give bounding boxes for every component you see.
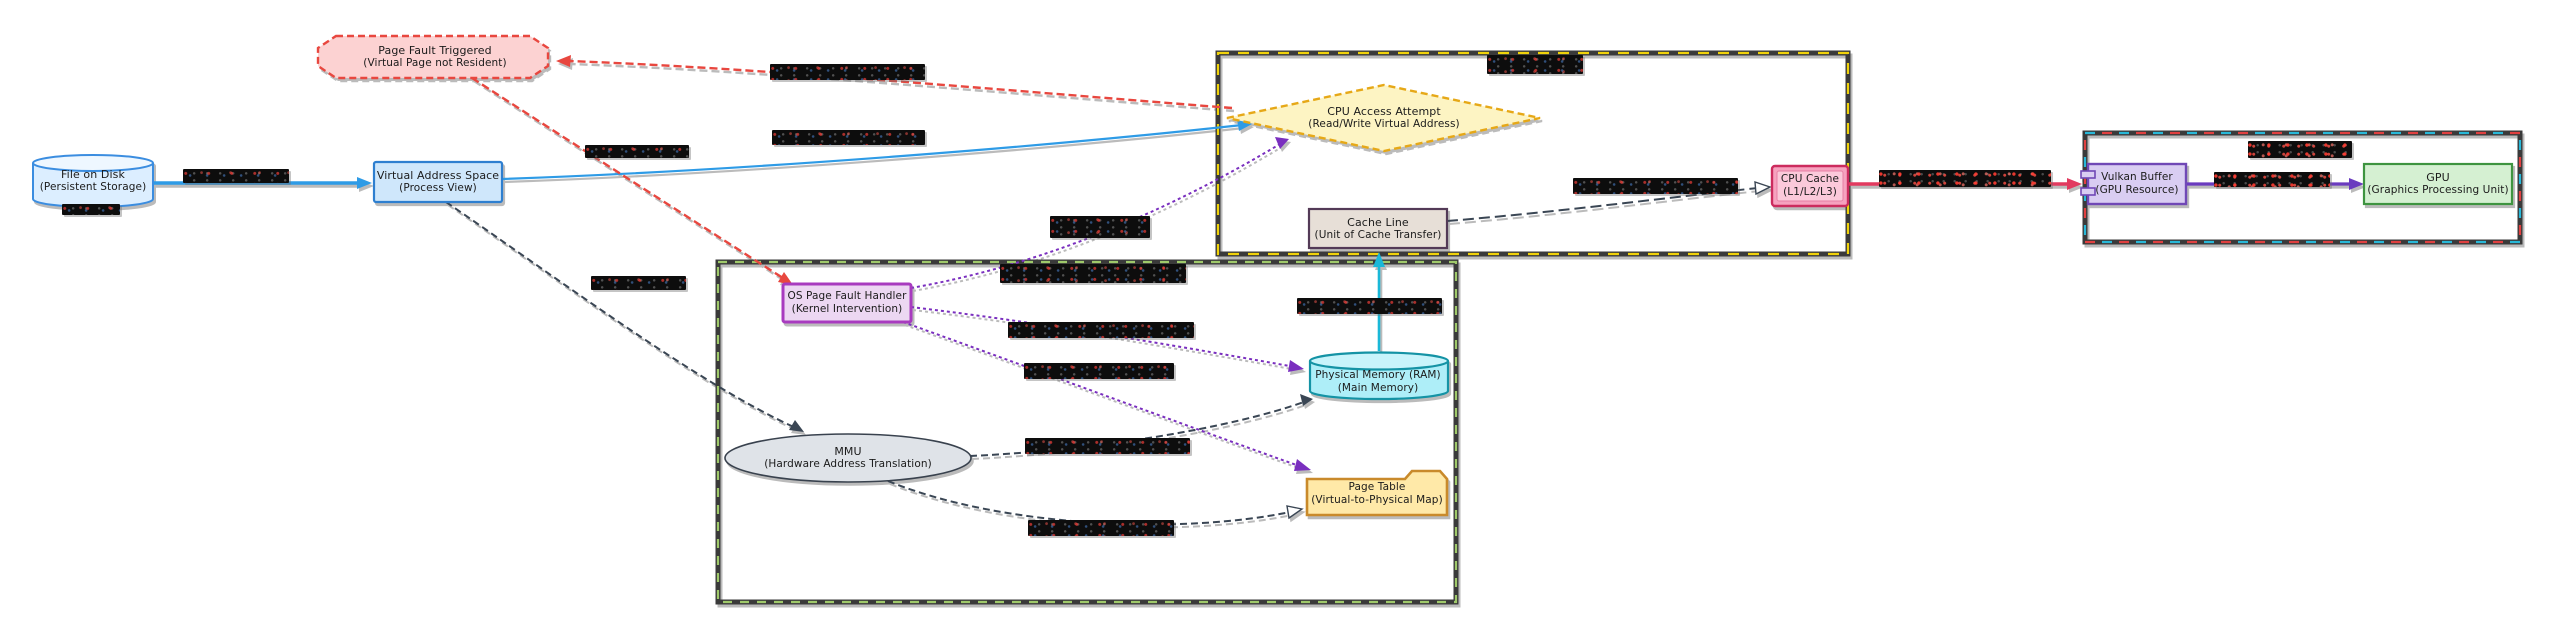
node-cpu-access-attempt: CPU Access Attempt (Read/Write Virtual A… <box>1257 96 1511 140</box>
node-cache-line: Cache Line (Unit of Cache Transfer) <box>1309 209 1447 248</box>
garbled-cluster-label-cpu-data-path <box>1487 55 1583 74</box>
garbled-edge-label-cpucache-to-vulkan <box>1879 170 2051 187</box>
node-label: File on Disk <box>61 168 125 182</box>
node-label: Virtual Address Space <box>376 169 500 183</box>
node-shape-gpu-box <box>2362 162 2514 206</box>
edge-vas-to-mmu <box>445 201 797 429</box>
node-file-on-disk: File on Disk (Persistent Storage) <box>30 160 156 202</box>
node-sublabel: (Persistent Storage) <box>39 181 147 194</box>
node-label: OS Page Fault Handler <box>787 290 907 303</box>
node-virtual-address-space: Virtual Address Space (Process View) <box>374 162 502 202</box>
arrowhead-cpu-access-purple <box>1275 137 1289 149</box>
node-sublabel: (Hardware Address Translation) <box>764 458 932 471</box>
garbled-edge-label-vas-to-cpu-2 <box>772 130 925 145</box>
node-label: CPU Access Attempt <box>1327 105 1441 119</box>
edge-mmu-to-pagetable <box>887 480 1291 526</box>
node-sublabel: (Graphics Processing Unit) <box>2367 184 2509 197</box>
arrowhead-gpu <box>2349 178 2364 190</box>
garbled-edge-label-vas-to-mmu <box>591 276 686 290</box>
node-shape-vulkan-buffer-component <box>2080 162 2188 206</box>
cluster-memory-management <box>715 259 1459 605</box>
garbled-edge-label-cpu-to-pagefault <box>770 64 925 80</box>
node-shape-physical-memory-cylinder <box>1308 351 1450 401</box>
arrowhead-physmem-dark <box>1300 394 1313 406</box>
node-label: CPU Cache <box>1780 173 1840 186</box>
node-label: Page Fault Triggered <box>378 44 492 58</box>
cluster-cpu-data-path <box>1215 50 1851 257</box>
node-label: Page Table <box>1348 481 1406 494</box>
garbled-edge-label-mmu-to-pagetable <box>1028 520 1174 536</box>
garbled-xlabel-file-on-disk <box>62 204 120 215</box>
arrowhead-pagetable-empty <box>1286 505 1304 520</box>
node-physical-memory: Physical Memory (RAM) (Main Memory) <box>1308 363 1448 401</box>
node-page-fault-triggered: Page Fault Triggered (Virtual Page not R… <box>322 36 548 78</box>
garbled-edge-label-cacheline-to-cpucache <box>1573 178 1738 194</box>
arrowhead-vulkan <box>2067 178 2082 190</box>
arrowhead-page-fault <box>556 55 571 67</box>
garbled-edge-label-physmem-to-cacheline <box>1297 298 1442 314</box>
node-shape-os-handler-box <box>781 282 913 324</box>
garbled-cluster-label-gpu-subsystem <box>2248 141 2352 158</box>
garbled-edge-label-vulkan-to-gpu <box>2214 172 2330 187</box>
node-shape-cpu-cache-box3d <box>1770 164 1850 208</box>
garbled-edge-label-disk-to-vas <box>183 169 289 183</box>
node-sublabel: (Unit of Cache Transfer) <box>1314 228 1442 241</box>
arrowhead-cacheline <box>1373 252 1385 267</box>
edge-page-fault-to-handler <box>471 76 787 282</box>
node-gpu: GPU (Graphics Processing Unit) <box>2364 164 2512 204</box>
node-shape-page-fault-octagon <box>316 34 550 80</box>
garbled-cluster-label-memory-management <box>1000 264 1186 283</box>
node-sublabel: (Main Memory) <box>1337 382 1419 394</box>
node-label: GPU <box>2426 171 2450 185</box>
node-label: Vulkan Buffer <box>2101 171 2173 184</box>
edge-mmu-to-physmem <box>969 401 1305 457</box>
arrowhead-cpu-access-blue <box>1237 119 1252 131</box>
arrowhead-cpucache-empty <box>1754 181 1772 196</box>
arrowhead-handler <box>778 272 793 285</box>
edge-cpu-access-to-page-fault <box>567 59 1233 110</box>
node-sublabel: (Virtual Page not Resident) <box>363 57 507 70</box>
node-label: Cache Line <box>1347 215 1409 229</box>
node-sublabel: (GPU Resource) <box>2095 184 2179 196</box>
node-sublabel: (Process View) <box>399 182 477 195</box>
arrowhead-pagetable-purple <box>1294 459 1311 471</box>
node-shape-page-table-folder <box>1305 469 1449 517</box>
edge-handler-to-pagetable <box>902 321 1303 468</box>
garbled-edge-label-handler-to-pagetable <box>1024 363 1174 379</box>
node-sublabel: (L1/L2/L3) <box>1783 186 1837 198</box>
node-shape-mmu-ellipse <box>724 433 972 483</box>
node-cpu-cache: CPU Cache (L1/L2/L3) <box>1770 166 1850 206</box>
node-sublabel: (Kernel Intervention) <box>791 303 903 315</box>
edge-vas-to-cpu-access <box>501 123 1243 181</box>
garbled-edge-label-handler-to-physmem <box>1008 322 1194 338</box>
node-shape-virtual-address-space-box <box>372 160 504 204</box>
node-sublabel: (Virtual-to-Physical Map) <box>1311 494 1443 506</box>
node-label: MMU <box>834 445 862 459</box>
node-page-table: Page Table (Virtual-to-Physical Map) <box>1307 475 1447 513</box>
arrowhead-physmem-purple <box>1288 360 1304 372</box>
node-vulkan-buffer: Vulkan Buffer (GPU Resource) <box>2088 164 2186 204</box>
arrowhead-mmu <box>789 420 804 432</box>
edge-handler-to-cpu-access <box>910 143 1281 289</box>
node-shape-cache-line-box <box>1307 207 1449 250</box>
node-os-page-fault-handler: OS Page Fault Handler (Kernel Interventi… <box>781 284 913 322</box>
node-shape-cpu-access-diamond <box>1226 83 1541 153</box>
node-sublabel: (Read/Write Virtual Address) <box>1308 118 1460 131</box>
node-mmu: MMU (Hardware Address Translation) <box>725 436 971 480</box>
garbled-edge-label-handler-to-cpu <box>1050 216 1150 238</box>
garbled-edge-label-mmu-to-physmem <box>1025 438 1190 454</box>
garbled-edge-label-vas-to-cpu-1 <box>585 145 689 158</box>
node-label: Physical Memory (RAM) <box>1315 369 1441 382</box>
arrowhead-vas <box>357 177 372 189</box>
